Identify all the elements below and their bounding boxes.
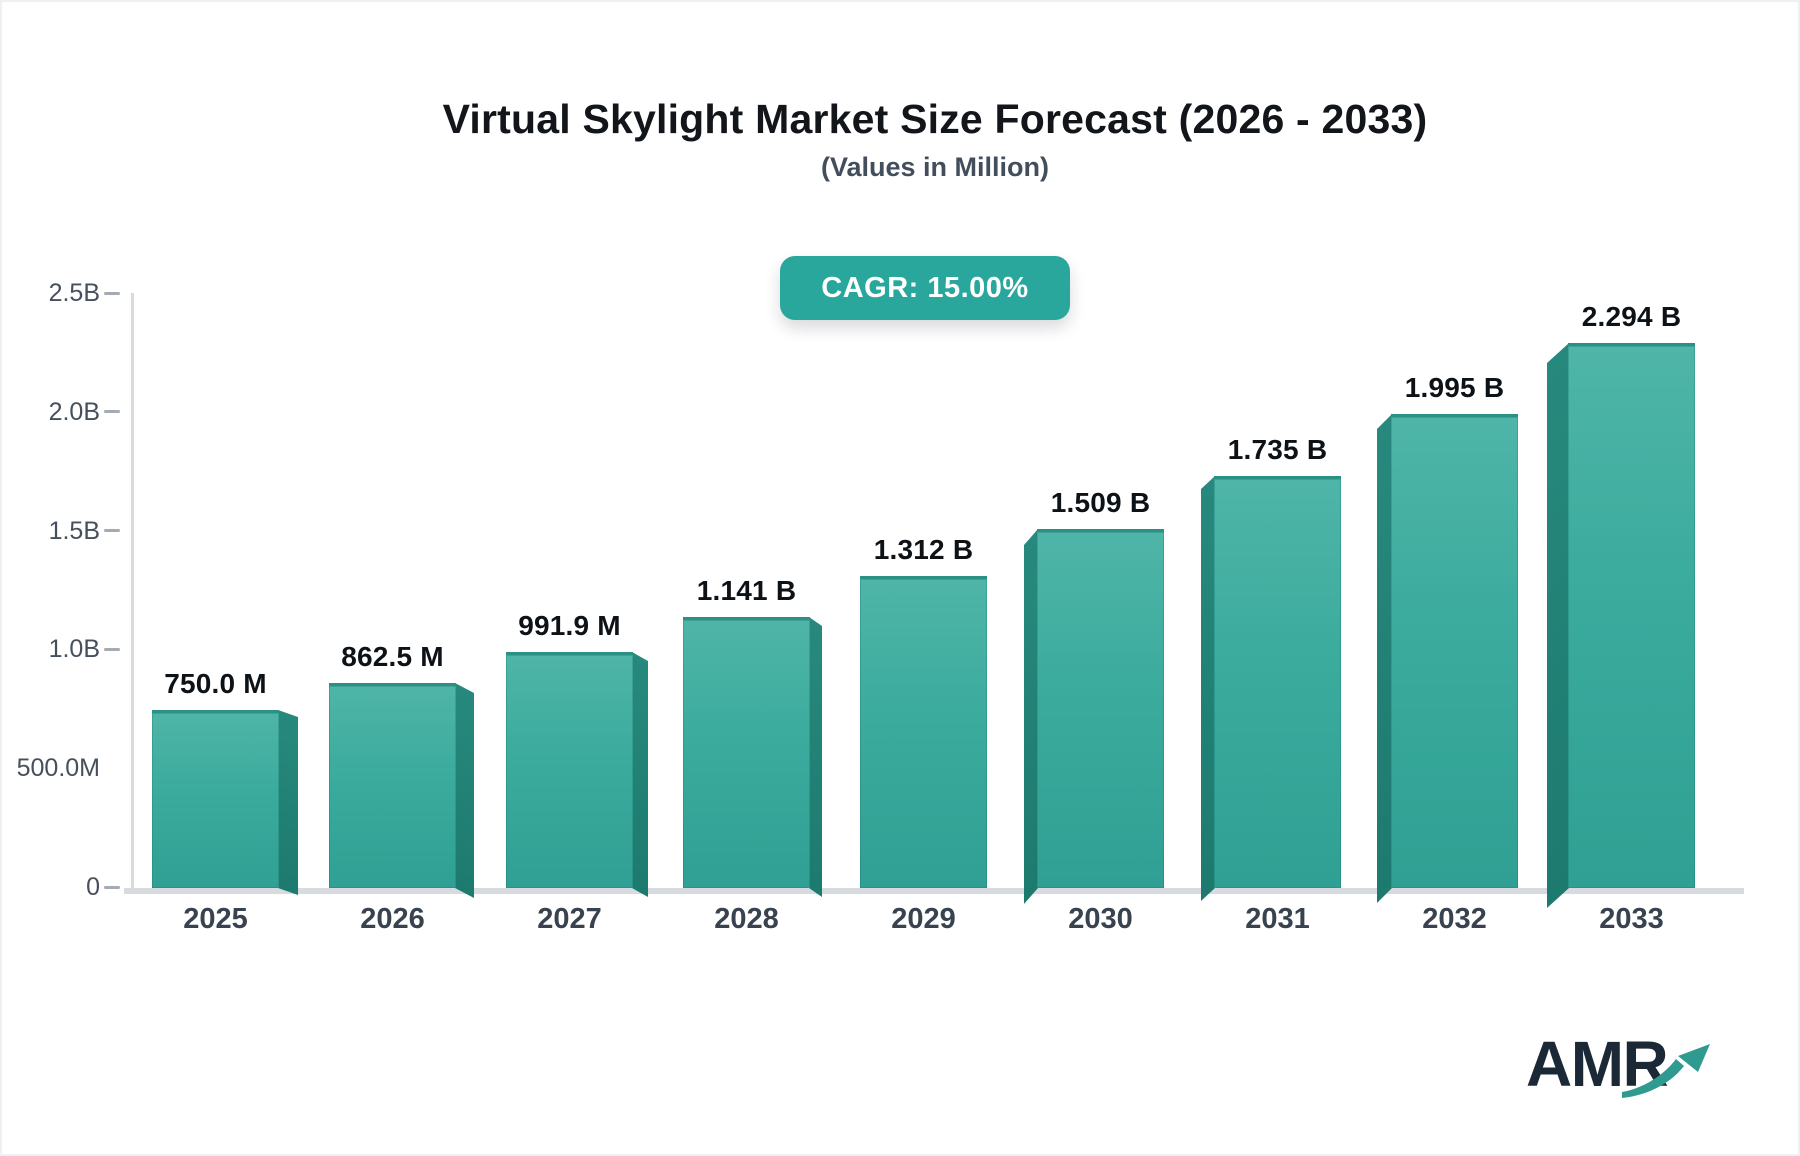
y-axis-tick-label: 2.0B	[48, 397, 100, 426]
chart-subtitle: (Values in Million)	[820, 152, 1050, 182]
bar-side-face	[1201, 475, 1215, 901]
bar-side-face	[632, 652, 648, 897]
bar	[1391, 413, 1518, 888]
x-axis-label: 2028	[714, 903, 779, 935]
x-axis-label: 2031	[1245, 903, 1310, 935]
bar-value-label: 862.5 M	[341, 641, 444, 673]
bar	[1037, 529, 1164, 888]
y-axis-tick-dash	[104, 410, 120, 414]
x-axis-label: 2027	[537, 903, 602, 935]
cagr-badge: CAGR: 15.00%	[780, 256, 1070, 320]
y-axis-tick-dash	[104, 885, 120, 889]
growth-arrow-icon	[1622, 1044, 1710, 1098]
x-axis-label: 2029	[891, 903, 956, 935]
x-axis-line	[124, 888, 1744, 894]
x-axis-label: 2033	[1599, 903, 1664, 935]
bar	[1568, 342, 1695, 888]
x-axis-label: 2026	[360, 903, 425, 935]
bar-value-label: 1.509 B	[1050, 487, 1151, 519]
y-axis-tick-label: 1.5B	[48, 516, 100, 545]
x-axis-label: 2032	[1422, 903, 1487, 935]
y-axis-tick-label: 500.0M	[16, 754, 100, 783]
bar-value-label: 1.312 B	[873, 534, 974, 566]
bar-value-label: 991.9 M	[518, 610, 621, 642]
y-axis-line	[131, 293, 134, 888]
bar-value-label: 1.995 B	[1404, 371, 1505, 403]
bar-value-label: 2.294 B	[1581, 300, 1682, 332]
y-axis-tick-label: 0	[86, 873, 100, 901]
x-axis-label: 2030	[1068, 903, 1133, 935]
bar-side-face	[1547, 342, 1569, 908]
bar-value-label: 1.735 B	[1227, 433, 1328, 465]
bar-side-face	[1024, 529, 1038, 904]
bar-side-face	[278, 709, 298, 895]
y-axis-tick-label: 2.5B	[48, 279, 100, 307]
y-axis-tick-label: 1.0B	[48, 635, 100, 664]
chart-title: Virtual Skylight Market Size Forecast (2…	[442, 96, 1428, 142]
amr-logo: AMR	[1526, 1030, 1736, 1110]
bar-value-label: 750.0 M	[164, 667, 267, 699]
bar	[683, 616, 810, 888]
y-axis-tick-dash	[104, 291, 120, 295]
y-axis-tick-dash	[104, 647, 120, 651]
bar	[152, 709, 279, 888]
bar-side-face	[455, 683, 474, 898]
bar	[860, 576, 987, 888]
bar-value-label: 1.141 B	[696, 574, 797, 606]
bar-side-face	[809, 616, 822, 897]
bar	[1214, 475, 1341, 888]
y-axis-tick-dash	[104, 529, 120, 533]
bar	[506, 652, 633, 888]
bar	[329, 683, 456, 888]
x-axis-label: 2025	[183, 903, 248, 935]
bar-side-face	[1377, 413, 1392, 903]
